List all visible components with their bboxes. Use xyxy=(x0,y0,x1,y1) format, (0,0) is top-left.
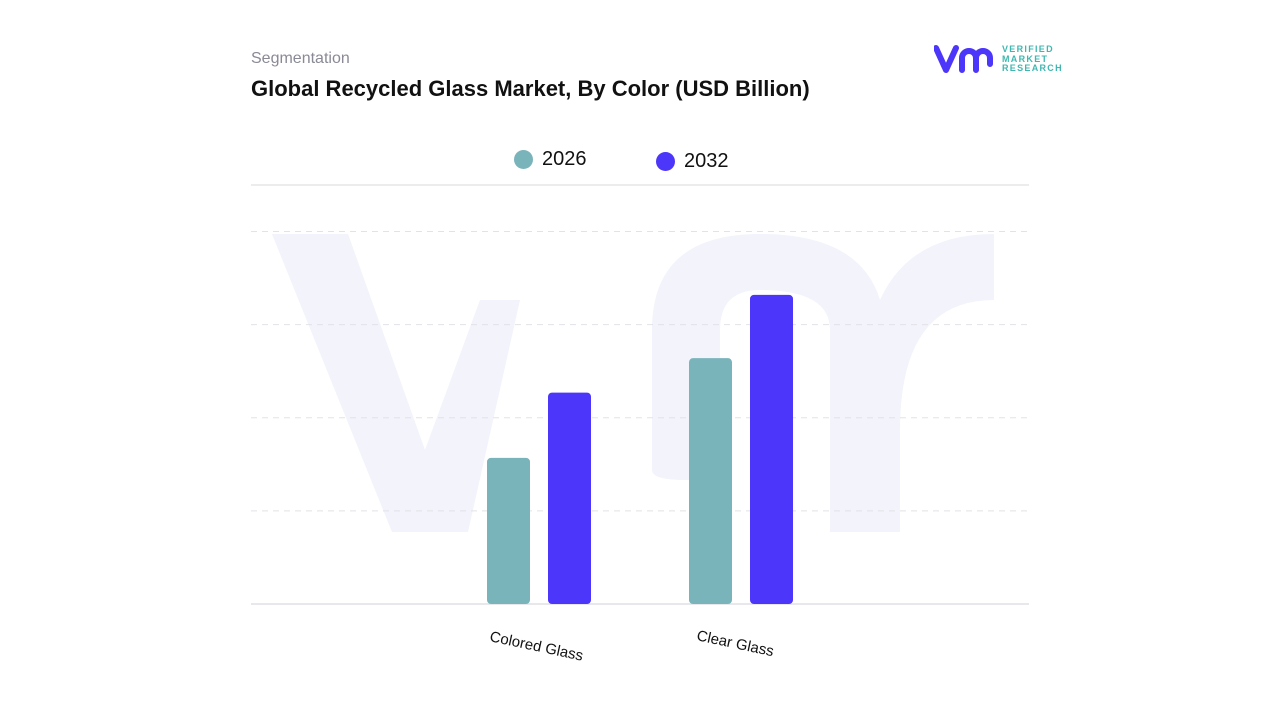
bar-2026-clear-glass xyxy=(689,358,732,604)
legend-item-2026[interactable]: 2026 xyxy=(514,148,587,171)
watermark xyxy=(272,234,994,532)
logo-text-line: VERIFIED xyxy=(1002,44,1054,54)
chart-title: Global Recycled Glass Market, By Color (… xyxy=(251,76,810,101)
x-tick-label: Colored Glass xyxy=(488,628,585,664)
legend-swatch-icon xyxy=(514,150,533,169)
legend-label: 2032 xyxy=(684,150,729,172)
segment-label: Segmentation xyxy=(251,50,350,67)
logo-text-line: RESEARCH xyxy=(1002,63,1063,73)
legend-item-2032[interactable]: 2032 xyxy=(656,150,729,173)
bar-2026-colored-glass xyxy=(487,457,530,604)
x-tick-label: Clear Glass xyxy=(695,627,775,660)
bar-2032-colored-glass xyxy=(548,392,591,604)
legend: 2026 2032 xyxy=(0,148,1280,174)
bar-2032-clear-glass xyxy=(750,294,793,604)
logo-text-line: MARKET xyxy=(1002,53,1049,64)
vmr-logo: VERIFIED MARKET RESEARCH xyxy=(933,44,1064,76)
vmr-logo-mark-icon xyxy=(933,45,993,73)
watermark-v-shape xyxy=(272,234,520,532)
watermark-mr-shape xyxy=(652,234,994,532)
legend-label: 2026 xyxy=(542,148,587,170)
legend-swatch-icon xyxy=(656,152,675,171)
